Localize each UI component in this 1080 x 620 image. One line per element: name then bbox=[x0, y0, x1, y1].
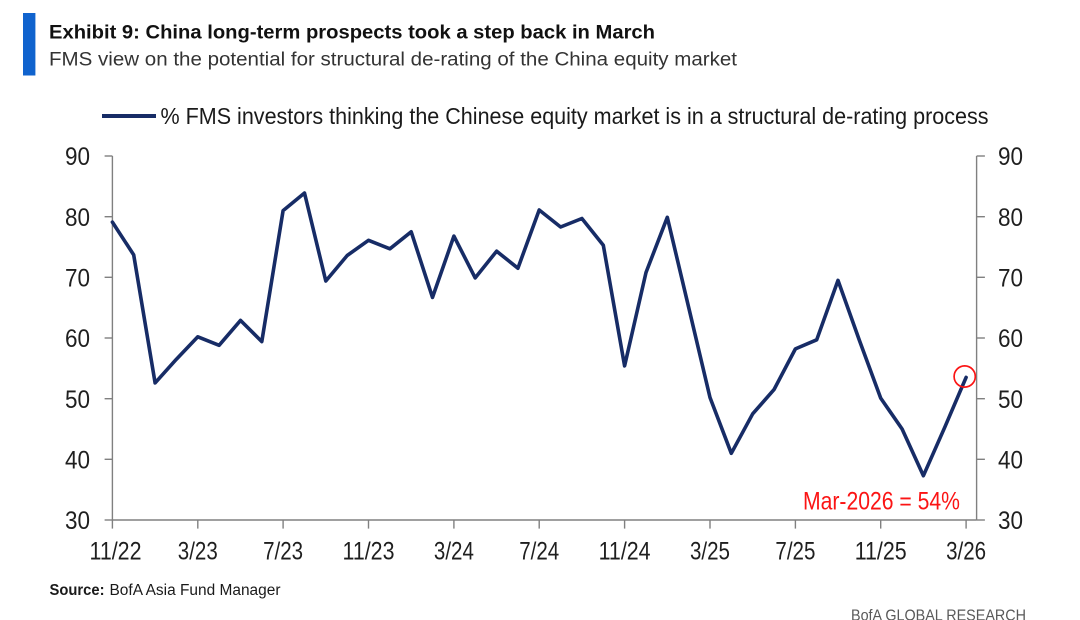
svg-text:50: 50 bbox=[65, 386, 90, 414]
svg-text:11/23: 11/23 bbox=[343, 538, 395, 566]
svg-text:60: 60 bbox=[65, 325, 90, 353]
svg-text:50: 50 bbox=[998, 386, 1023, 414]
svg-text:11/24: 11/24 bbox=[599, 538, 651, 566]
svg-text:70: 70 bbox=[998, 265, 1023, 293]
svg-text:30: 30 bbox=[998, 507, 1023, 535]
svg-text:60: 60 bbox=[998, 325, 1023, 353]
svg-text:11/22: 11/22 bbox=[90, 538, 142, 566]
svg-text:BofA GLOBAL RESEARCH: BofA GLOBAL RESEARCH bbox=[851, 608, 1026, 620]
svg-text:80: 80 bbox=[998, 204, 1023, 232]
svg-text:40: 40 bbox=[65, 447, 90, 475]
svg-text:7/25: 7/25 bbox=[775, 538, 815, 566]
svg-text:90: 90 bbox=[998, 143, 1023, 171]
svg-text:% FMS investors thinking the C: % FMS investors thinking the Chinese equ… bbox=[161, 103, 989, 129]
svg-text:7/23: 7/23 bbox=[263, 538, 303, 566]
svg-text:11/25: 11/25 bbox=[855, 538, 907, 566]
svg-text:3/24: 3/24 bbox=[434, 538, 474, 566]
svg-text:90: 90 bbox=[65, 143, 90, 171]
svg-text:FMS view on the potential for: FMS view on the potential for structural… bbox=[49, 50, 738, 71]
svg-text:Source:BofA Asia Fund Manager: Source: BofA Asia Fund Manager bbox=[50, 582, 281, 599]
svg-text:Mar-2026 = 54%: Mar-2026 = 54% bbox=[803, 488, 960, 516]
svg-text:80: 80 bbox=[65, 204, 90, 232]
svg-text:70: 70 bbox=[65, 265, 90, 293]
svg-text:30: 30 bbox=[65, 507, 90, 535]
svg-text:7/24: 7/24 bbox=[519, 538, 559, 566]
svg-text:3/25: 3/25 bbox=[690, 538, 730, 566]
svg-text:40: 40 bbox=[998, 447, 1023, 475]
svg-text:Exhibit 9: China long-term pro: Exhibit 9: China long-term prospects too… bbox=[49, 23, 655, 44]
svg-text:3/23: 3/23 bbox=[178, 538, 218, 566]
svg-text:3/26: 3/26 bbox=[946, 538, 986, 566]
